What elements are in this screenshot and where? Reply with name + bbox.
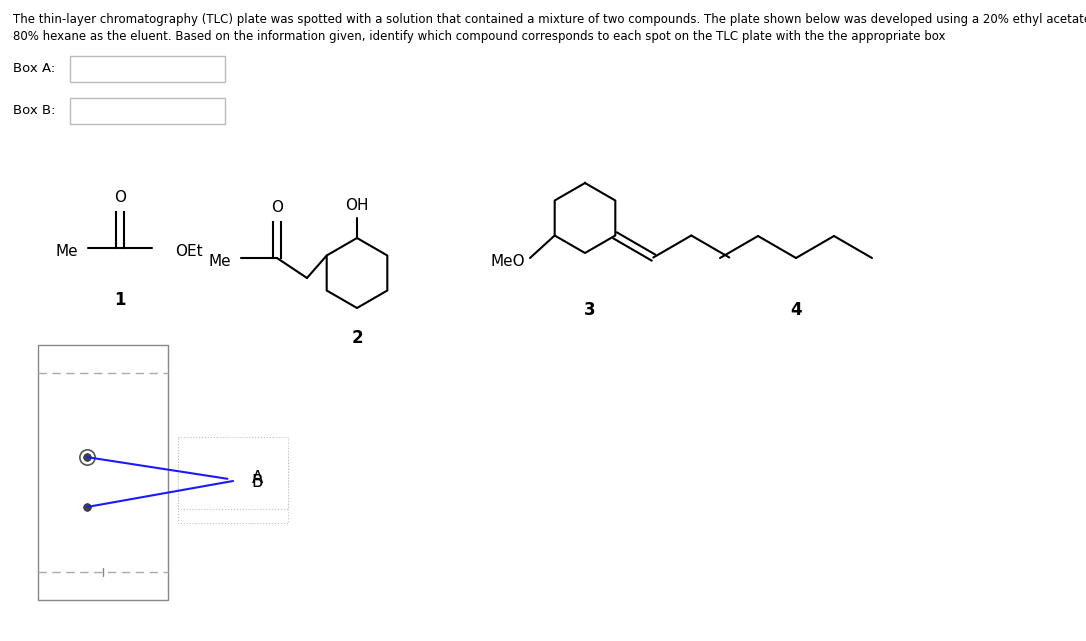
Text: 1: 1: [114, 291, 126, 309]
Text: B: B: [252, 472, 263, 490]
FancyBboxPatch shape: [70, 98, 225, 124]
Text: MeO: MeO: [491, 254, 525, 269]
Text: OEt: OEt: [175, 244, 203, 260]
Text: 2: 2: [351, 329, 363, 347]
FancyBboxPatch shape: [178, 437, 288, 509]
Text: O: O: [114, 190, 126, 206]
FancyBboxPatch shape: [70, 56, 225, 82]
Text: Me: Me: [55, 244, 78, 260]
Text: 3: 3: [584, 301, 596, 319]
Text: 80% hexane as the eluent. Based on the information given, identify which compoun: 80% hexane as the eluent. Based on the i…: [13, 30, 946, 43]
Bar: [38, 345, 168, 600]
FancyBboxPatch shape: [178, 451, 288, 523]
Text: A: A: [252, 469, 263, 487]
Text: 4: 4: [791, 301, 801, 319]
Text: OH: OH: [345, 197, 369, 213]
Text: Box A:: Box A:: [13, 62, 55, 74]
Text: Me: Me: [209, 254, 231, 269]
Text: Box B:: Box B:: [13, 103, 55, 117]
Text: O: O: [272, 201, 283, 215]
Text: The thin-layer chromatography (TLC) plate was spotted with a solution that conta: The thin-layer chromatography (TLC) plat…: [13, 13, 1086, 26]
